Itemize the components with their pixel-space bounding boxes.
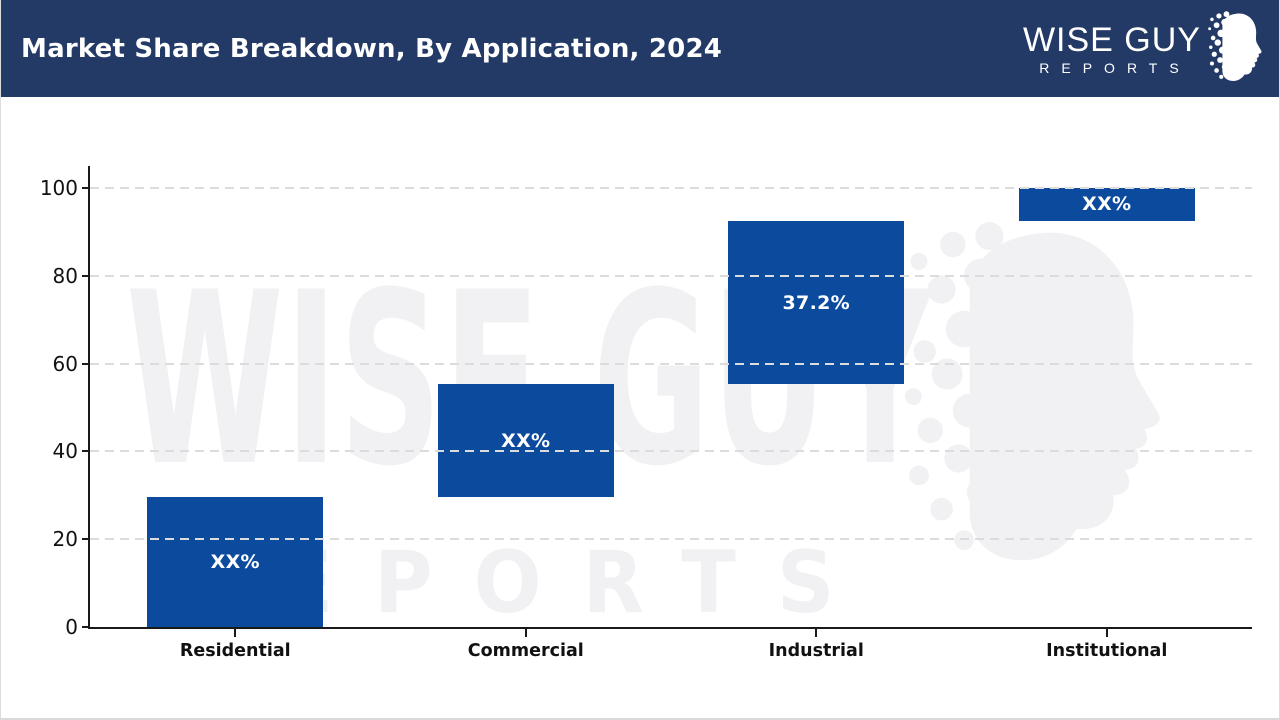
y-tick-label: 0: [65, 615, 78, 639]
y-tick-mark: [82, 362, 90, 365]
gridline-20: [90, 538, 1252, 541]
y-tick-label: 20: [52, 527, 78, 552]
x-tick-mark: [1105, 629, 1108, 637]
y-tick-label: 60: [52, 351, 78, 376]
gridline-60: [90, 362, 1252, 365]
x-tick-mark: [815, 629, 818, 637]
bar-value-label: XX%: [210, 551, 260, 574]
x-axis-line: [88, 627, 1252, 629]
y-tick-label: 100: [39, 175, 78, 200]
bar-institutional: XX%: [1018, 187, 1195, 221]
brand-face-icon: [1208, 10, 1262, 81]
header-bar: Market Share Breakdown, By Application, …: [1, 0, 1279, 97]
bar-commercial: XX%: [437, 384, 614, 498]
y-tick-label: 40: [52, 439, 78, 464]
gridline-40: [90, 450, 1252, 453]
chart-plot-area: XX% XX% 37.2% XX% 0 20 40 60 80 100 Residential Com…: [1, 97, 1279, 718]
watermark-face-icon: [900, 222, 1160, 561]
y-tick-label: 80: [52, 263, 78, 288]
y-axis-line: [88, 166, 90, 629]
bar-industrial: 37.2%: [728, 220, 905, 385]
bar-value-label: 37.2%: [782, 291, 850, 314]
y-tick-mark: [82, 186, 90, 189]
brand-logo: WISE GUY REPORTS: [1022, 10, 1279, 87]
brand-name: WISE GUY: [1022, 20, 1201, 59]
x-category-label-residential: Residential: [179, 641, 291, 661]
bar-residential: XX%: [147, 497, 324, 627]
y-tick-mark: [82, 274, 90, 277]
bar-value-label: XX%: [1082, 193, 1132, 216]
gridline-100: [90, 186, 1252, 189]
gridline-80: [90, 274, 1252, 277]
y-tick-mark: [82, 538, 90, 541]
x-category-label-industrial: Industrial: [768, 641, 864, 661]
bar-value-label: XX%: [501, 429, 551, 452]
brand-subtitle: REPORTS: [1039, 59, 1191, 76]
x-tick-mark: [234, 629, 237, 637]
y-tick-mark: [82, 626, 90, 628]
x-category-label-institutional: Institutional: [1046, 641, 1168, 661]
page-title: Market Share Breakdown, By Application, …: [21, 33, 723, 64]
x-category-label-commercial: Commercial: [467, 641, 584, 661]
y-tick-mark: [82, 450, 90, 453]
x-tick-mark: [524, 629, 527, 637]
